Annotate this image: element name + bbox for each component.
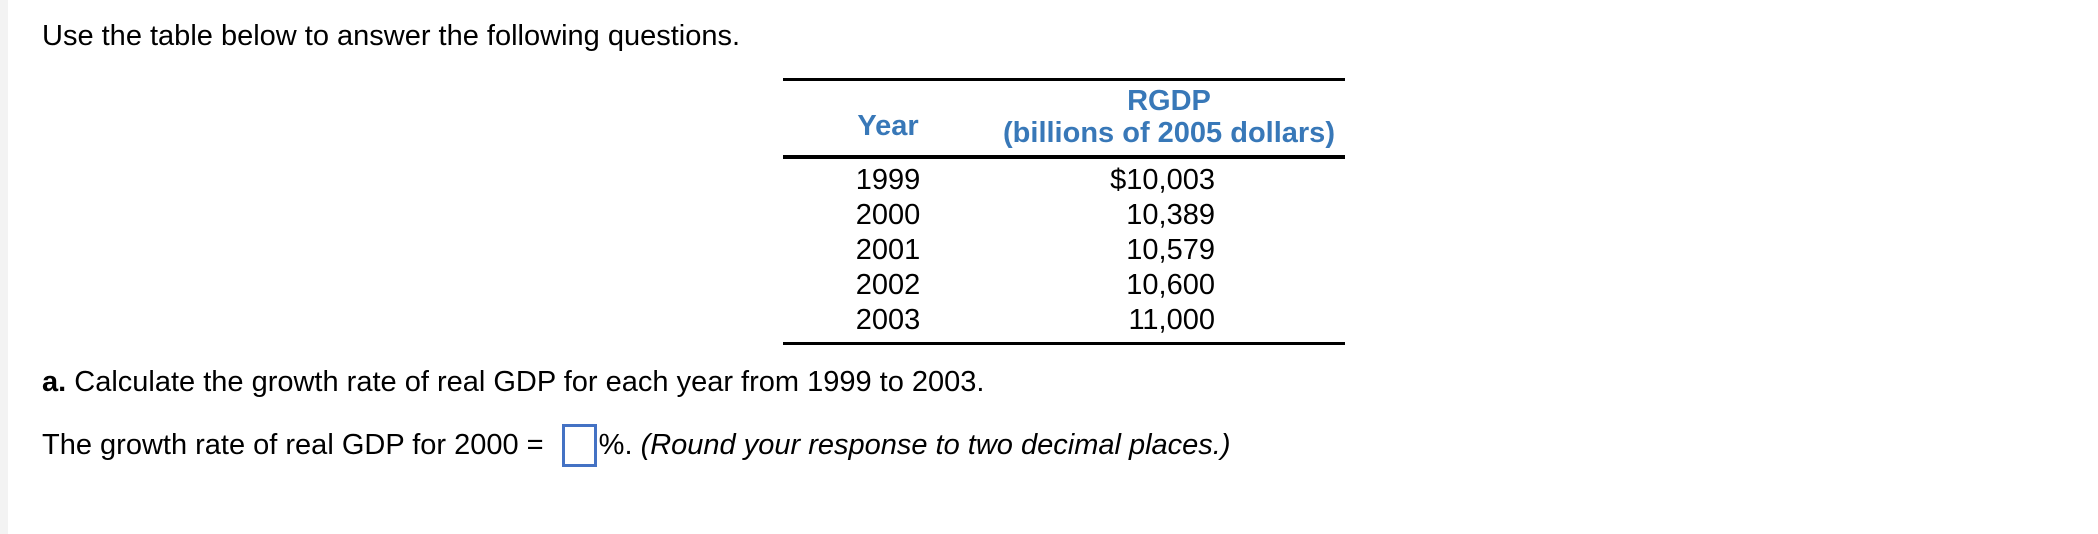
question-part-a: a. Calculate the growth rate of real GDP… bbox=[42, 366, 985, 399]
year-cell: 2003 bbox=[855, 304, 921, 336]
rgdp-column-header: RGDP (billions of 2005 dollars) bbox=[993, 80, 1345, 158]
rgdp-cell: 10,389 bbox=[1126, 199, 1215, 231]
rounding-note-text: (Round your response to two decimal plac… bbox=[640, 428, 1231, 461]
rgdp-cell: 11,000 bbox=[1128, 304, 1215, 336]
rgdp-table: Year RGDP (billions of 2005 dollars) 199… bbox=[783, 78, 1345, 345]
table-row: 2003 11,000 bbox=[783, 303, 1345, 344]
rgdp-data-table: Year RGDP (billions of 2005 dollars) 199… bbox=[783, 78, 1345, 345]
year-column-header: Year bbox=[857, 110, 919, 142]
rgdp-cell: 10,579 bbox=[1126, 234, 1215, 266]
table-row: 1999 $10,003 bbox=[783, 157, 1345, 198]
rgdp-header-line2: (billions of 2005 dollars) bbox=[1003, 117, 1335, 149]
answer-line: The growth rate of real GDP for 2000 = %… bbox=[42, 423, 1231, 467]
year-cell: 1999 bbox=[855, 164, 921, 196]
rgdp-cell: 10,600 bbox=[1126, 269, 1215, 301]
table-row: 2000 10,389 bbox=[783, 198, 1345, 233]
part-a-text: Calculate the growth rate of real GDP fo… bbox=[66, 366, 985, 398]
percent-suffix-text: %. bbox=[598, 428, 641, 461]
growth-rate-input[interactable] bbox=[561, 423, 597, 467]
rgdp-cell: $10,003 bbox=[1110, 164, 1215, 196]
table-row: 2001 10,579 bbox=[783, 233, 1345, 268]
answer-prefix-text: The growth rate of real GDP for 2000 = bbox=[42, 428, 552, 461]
year-cell: 2000 bbox=[855, 199, 921, 231]
year-cell: 2002 bbox=[855, 269, 921, 301]
table-row: 2002 10,600 bbox=[783, 268, 1345, 303]
year-cell: 2001 bbox=[855, 234, 921, 266]
instruction-text: Use the table below to answer the follow… bbox=[42, 20, 741, 52]
content-panel-left-edge bbox=[0, 0, 8, 534]
rgdp-header-line1: RGDP bbox=[1127, 85, 1211, 117]
part-a-label: a. bbox=[42, 366, 67, 398]
table-header-row: Year RGDP (billions of 2005 dollars) bbox=[783, 80, 1345, 158]
